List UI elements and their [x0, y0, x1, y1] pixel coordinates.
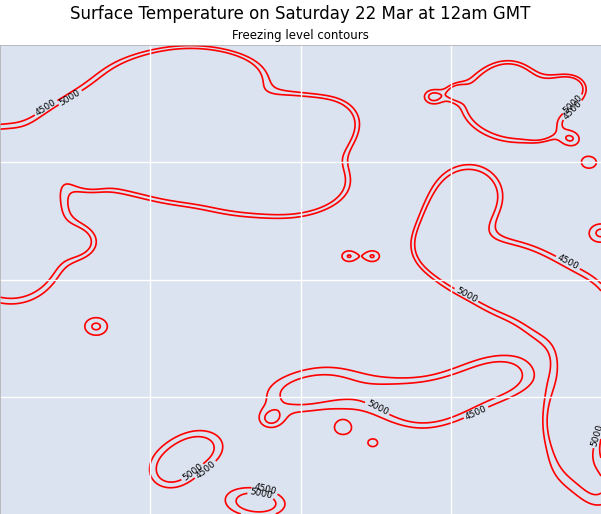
Text: 4500: 4500: [194, 459, 218, 481]
Text: Freezing level contours: Freezing level contours: [232, 29, 369, 42]
Text: 5000: 5000: [249, 487, 273, 501]
Text: 4500: 4500: [34, 98, 58, 118]
Text: 5000: 5000: [561, 94, 584, 116]
Text: 5000: 5000: [181, 462, 204, 483]
Text: 5000: 5000: [58, 88, 82, 107]
Text: 4500: 4500: [561, 99, 584, 121]
Text: 5000: 5000: [365, 399, 389, 417]
Text: 5000: 5000: [590, 423, 601, 447]
Text: 5000: 5000: [454, 286, 478, 304]
Text: 4500: 4500: [556, 253, 580, 272]
Text: Surface Temperature on Saturday 22 Mar at 12am GMT: Surface Temperature on Saturday 22 Mar a…: [70, 5, 531, 23]
Text: 4500: 4500: [252, 483, 277, 497]
Text: 4500: 4500: [464, 403, 488, 421]
